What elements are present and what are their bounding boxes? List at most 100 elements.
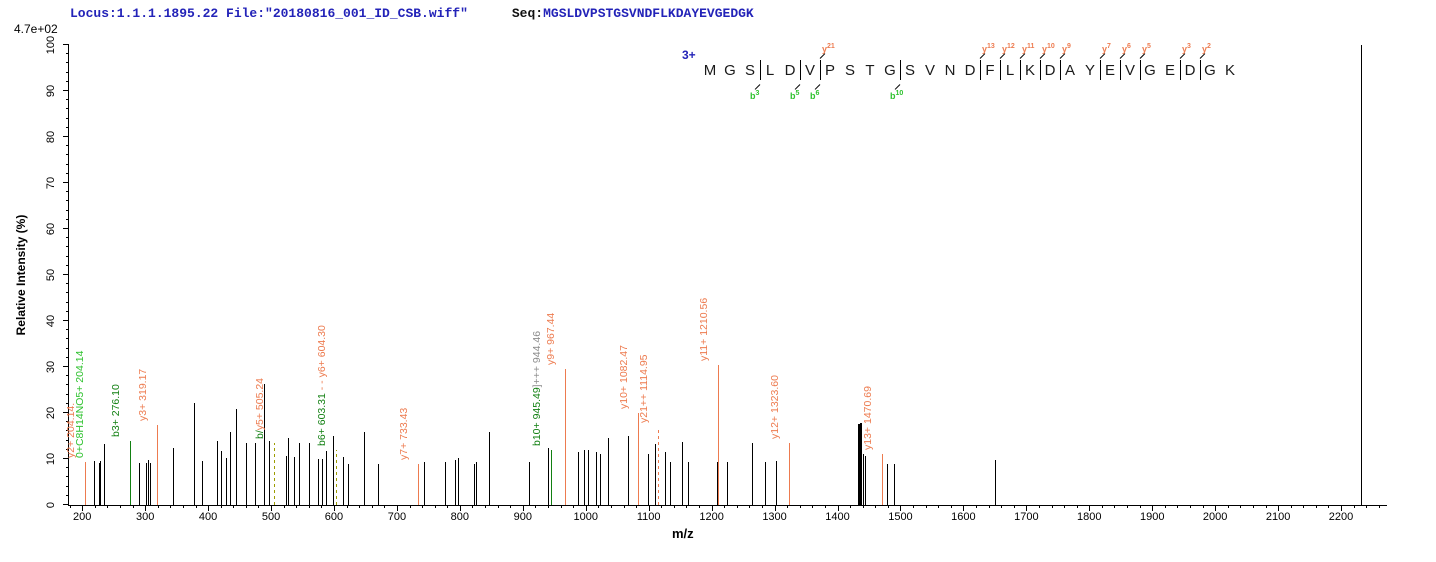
residue-letter: D xyxy=(1044,62,1056,79)
cut-mark-line xyxy=(1060,60,1061,80)
peak-y11 xyxy=(718,364,720,505)
residue-letter: G xyxy=(724,62,736,79)
peak-460 xyxy=(245,443,247,505)
cut-mark-line xyxy=(1000,60,1001,80)
ion-label-y3: y3 xyxy=(1182,43,1191,54)
residue-letter: D xyxy=(1184,62,1196,79)
y-minor-tick xyxy=(66,329,69,331)
x-minor-tick xyxy=(699,505,701,508)
y-minor-tick xyxy=(66,62,69,64)
x-minor-tick xyxy=(170,505,172,508)
x-minor-tick xyxy=(1328,505,1330,508)
y-ion-tick xyxy=(1099,53,1106,59)
y-ion-tick xyxy=(1019,53,1026,59)
peak-777 xyxy=(445,461,447,505)
cut-mark-line xyxy=(1180,60,1181,80)
x-minor-tick xyxy=(1101,505,1103,508)
y-minor-tick xyxy=(66,154,69,156)
y-tick-label: 50 xyxy=(45,268,57,282)
x-tick-label: 1100 xyxy=(636,511,661,523)
spectrum-plot-area[interactable]: 200 300 400 500 600 700 800 900 1000 1100 1200 1300… xyxy=(45,36,1387,523)
peak-581 xyxy=(322,459,324,505)
y-ion-tick xyxy=(1179,53,1186,59)
x-major-tick xyxy=(837,505,839,511)
peak-622 xyxy=(347,463,349,505)
x-tick-label: 1200 xyxy=(699,511,724,523)
locus-file-label: Locus:1.1.1.1895.22 File:"20180816_001_I… xyxy=(70,6,468,21)
x-minor-tick xyxy=(283,505,285,508)
x-minor-tick xyxy=(875,505,877,508)
annotation-text: y13+ 1470.69 xyxy=(862,386,874,451)
x-tick-label: 1900 xyxy=(1139,511,1165,523)
peak-308 xyxy=(150,462,152,505)
x-major-tick xyxy=(522,505,524,511)
x-tick-label: 1600 xyxy=(951,511,976,523)
x-tick-label: 1500 xyxy=(888,511,913,523)
cut-mark-line xyxy=(1100,60,1101,80)
peak-y2-annotation: 0+C8H14NO5+ 204.14 xyxy=(74,351,86,458)
y-minor-tick xyxy=(66,191,69,193)
y-minor-tick xyxy=(66,430,69,432)
ion-label-y5: y5 xyxy=(1142,43,1151,54)
x-minor-tick xyxy=(862,505,864,508)
y-minor-tick xyxy=(66,292,69,294)
x-major-tick xyxy=(585,505,587,511)
y-tick-label: 20 xyxy=(45,406,57,420)
x-major-tick xyxy=(1215,505,1217,511)
annotation-text: y11+ 1210.56 xyxy=(698,297,711,361)
header-bar: Locus:1.1.1.1895.22 File:"20180816_001_I… xyxy=(70,6,754,21)
cut-mark-line xyxy=(1020,60,1021,80)
y-minor-tick xyxy=(66,209,69,211)
annotation-text: y21++ 1114.95 xyxy=(638,354,651,423)
y-minor-tick xyxy=(66,145,69,147)
x-minor-tick xyxy=(913,505,915,508)
residue-letter: G xyxy=(1144,62,1156,79)
annotation-text: b6+ 603.31 xyxy=(316,392,329,446)
peak-910 xyxy=(529,461,531,505)
x-minor-tick xyxy=(610,505,612,508)
x-minor-tick xyxy=(157,505,159,508)
x-minor-tick xyxy=(925,505,927,508)
y-major-tick xyxy=(63,90,69,91)
peak-587 xyxy=(325,451,327,505)
peak-1035 xyxy=(607,438,609,505)
peak-1099 xyxy=(648,454,650,505)
residue-letter: M xyxy=(703,62,717,79)
annotation-text: y12+ 1323.60 xyxy=(769,374,782,439)
peak-y11-annotation: y11+ 1210.56 xyxy=(698,298,710,361)
x-minor-tick xyxy=(510,505,512,508)
cut-mark-line xyxy=(1200,60,1201,80)
b-ion-tick xyxy=(814,84,821,90)
peak-y3 xyxy=(157,425,159,505)
x-tick-label: 400 xyxy=(198,511,218,523)
annotation-text: b10+ 945.49 xyxy=(531,387,544,446)
y-major-tick xyxy=(63,228,69,229)
y-minor-tick xyxy=(66,402,69,404)
x-minor-tick xyxy=(258,505,260,508)
x-major-tick xyxy=(1026,505,1028,511)
cut-mark-line xyxy=(820,60,821,80)
peak-560 xyxy=(308,443,310,505)
annotation-text: y3+ 319.17 xyxy=(137,369,150,422)
residue-letter: Y xyxy=(1084,62,1095,79)
y-minor-tick xyxy=(66,356,69,358)
peak-b3-annotation: b3+ 276.10 xyxy=(110,384,122,437)
x-tick-label: 200 xyxy=(73,511,92,523)
y-minor-tick xyxy=(66,80,69,82)
x-minor-tick xyxy=(94,505,96,508)
y-minor-tick xyxy=(66,347,69,349)
y-minor-tick xyxy=(66,421,69,423)
x-minor-tick xyxy=(636,505,638,508)
x-tick-label: 1400 xyxy=(825,511,850,523)
x-tick-label: 1800 xyxy=(1077,511,1102,523)
annotation-text: y6+ 604.30 xyxy=(316,324,329,378)
peak-290 xyxy=(138,463,140,505)
peak-598 xyxy=(332,436,334,505)
y-major-tick xyxy=(63,136,69,137)
ion-label-b5: b5 xyxy=(790,90,800,101)
residue-letter: S xyxy=(844,62,855,79)
x-minor-tick xyxy=(1139,505,1141,508)
x-minor-tick xyxy=(724,505,726,508)
peak-y10 xyxy=(637,413,639,505)
peak-1162 xyxy=(687,461,689,505)
